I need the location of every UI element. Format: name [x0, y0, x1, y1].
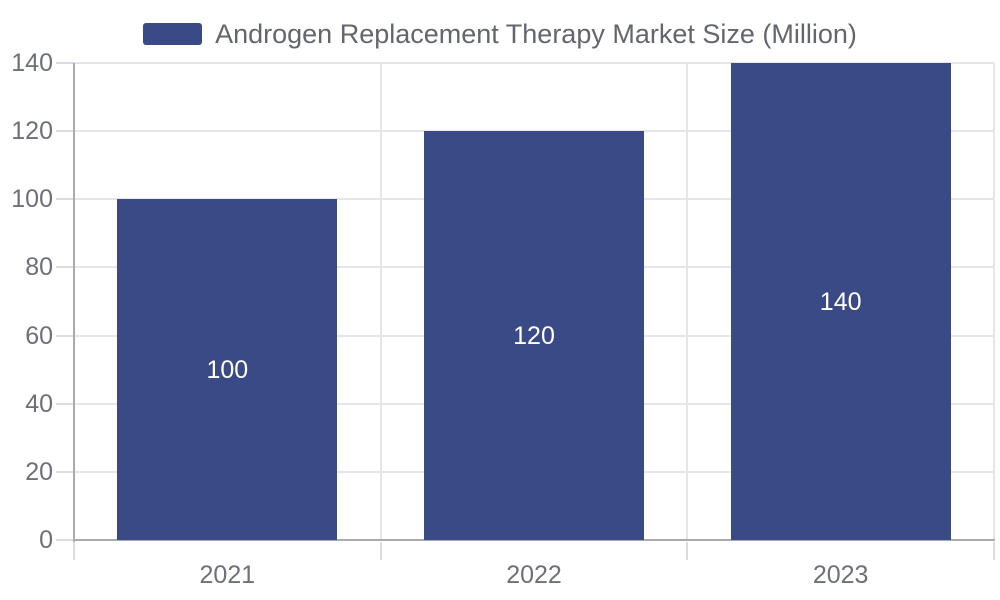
bar-2022[interactable]: 120: [424, 131, 644, 540]
x-axis-tick-label: 2021: [199, 561, 256, 589]
bar-value-label: 120: [513, 321, 555, 350]
x-gridline: [379, 63, 382, 540]
y-axis-tick: [56, 334, 74, 337]
bar-2021[interactable]: 100: [117, 199, 338, 540]
x-axis-tick: [73, 542, 75, 560]
y-axis-tick-label: 40: [25, 389, 53, 418]
y-gridline: [74, 62, 994, 64]
bar-value-label: 100: [206, 355, 249, 384]
y-axis-tick-label: 100: [11, 185, 53, 214]
y-axis-tick-label: 20: [25, 457, 53, 486]
y-axis-tick: [56, 539, 74, 541]
y-axis-tick-label: 0: [39, 526, 53, 554]
y-axis-tick-label: 140: [11, 49, 53, 77]
x-gridline: [993, 63, 995, 540]
y-axis-line: [73, 63, 75, 542]
y-axis-tick: [56, 62, 74, 64]
x-axis-tick: [379, 542, 382, 560]
bar-2023[interactable]: 140: [730, 63, 951, 540]
y-axis-tick-label: 80: [25, 253, 53, 282]
y-axis-tick-label: 60: [25, 321, 53, 350]
legend-swatch: [143, 23, 203, 45]
x-gridline: [686, 63, 689, 540]
bar-value-label: 140: [819, 287, 862, 316]
x-axis-tick: [686, 542, 689, 560]
y-axis-tick: [56, 266, 74, 269]
y-axis-tick-label: 120: [11, 117, 53, 146]
y-axis-tick: [56, 402, 74, 405]
legend-label: Androgen Replacement Therapy Market Size…: [215, 19, 857, 49]
legend[interactable]: Androgen Replacement Therapy Market Size…: [0, 18, 1000, 50]
y-axis-tick: [56, 130, 74, 133]
plot-area: 0 20 40 60 80 100 120 140 100 2021 120 2022 140 2023: [11, 49, 995, 589]
x-axis-tick-label: 2023: [812, 561, 869, 589]
y-axis-tick: [56, 198, 74, 201]
x-axis-line: [73, 539, 995, 541]
x-axis-tick: [993, 542, 995, 560]
x-axis-tick-label: 2022: [506, 561, 562, 589]
y-axis-tick: [56, 470, 74, 473]
